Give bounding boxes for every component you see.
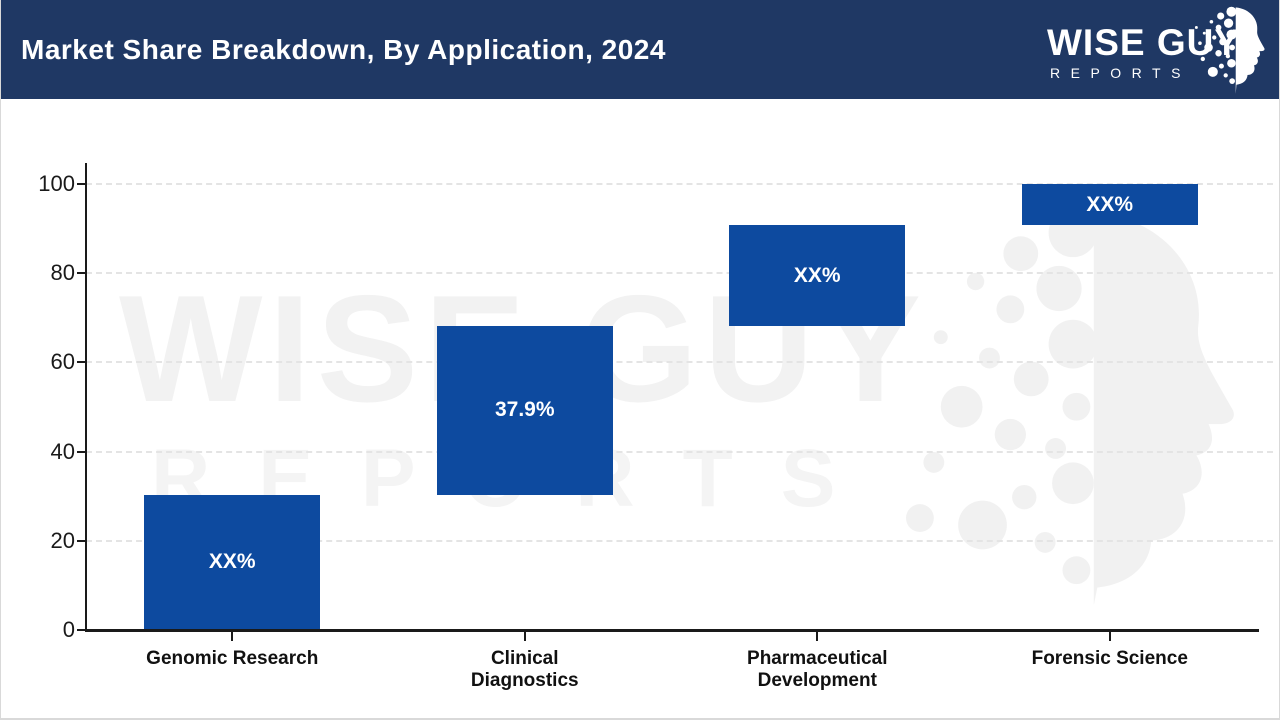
- x-category-label-line: Genomic Research: [146, 648, 319, 669]
- y-tick-mark-100: [77, 183, 86, 185]
- gridline-80: [86, 272, 1273, 275]
- x-category-label: Forensic Science: [963, 648, 1257, 670]
- bar-segment: XX%: [1021, 184, 1198, 226]
- x-category-label: Clinical Diagnostics: [378, 648, 672, 692]
- y-tick-mark-60: [77, 361, 86, 364]
- gridline-20: [86, 539, 1273, 542]
- x-category-label: Genomic Research: [85, 648, 379, 670]
- x-tick-mark: [523, 632, 526, 641]
- y-axis-line: [85, 163, 87, 631]
- y-tick-label-60: 60: [50, 349, 75, 375]
- x-tick-mark: [816, 632, 819, 641]
- logo-text: WISE GUY REPORTS: [1047, 22, 1241, 82]
- wise-guy-logo: WISE GUY REPORTS: [1019, 6, 1269, 94]
- bar-value-label: 37.9%: [494, 398, 555, 422]
- chart-title: Market Share Breakdown, By Application, …: [21, 34, 666, 65]
- x-category-label-line: Clinical: [490, 648, 559, 669]
- y-tick-mark-0: [77, 629, 86, 631]
- y-tick-label-20: 20: [50, 527, 75, 553]
- x-category-label-line: Diagnostics: [470, 670, 579, 691]
- x-category-label-line: Forensic Science: [1031, 648, 1188, 669]
- bar-value-label: XX%: [1086, 192, 1134, 216]
- bar-value-label: XX%: [793, 263, 841, 287]
- header-bar: Market Share Breakdown, By Application, …: [1, 0, 1279, 99]
- x-category-label-line: Development: [757, 670, 877, 691]
- bar-value-label: XX%: [208, 550, 256, 574]
- bar-segment: XX%: [729, 225, 906, 326]
- logo-face-icon: [1194, 6, 1265, 94]
- x-category-label: Pharmaceutical Development: [670, 648, 964, 692]
- logo-wordmark: WISE GUY: [1047, 22, 1241, 63]
- y-tick-label-40: 40: [50, 438, 75, 464]
- bar-segment: 37.9%: [436, 325, 613, 495]
- gridline-60: [86, 361, 1273, 364]
- x-tick-mark: [231, 632, 234, 641]
- y-tick-mark-20: [77, 539, 86, 542]
- y-tick-label-100: 100: [38, 171, 75, 196]
- x-category-label-line: Pharmaceutical: [747, 648, 888, 669]
- watermark-face-icon: [906, 208, 1234, 605]
- logo-subtitle: REPORTS: [1050, 65, 1191, 81]
- gridline-40: [86, 450, 1273, 453]
- gridline-100: [86, 183, 1273, 185]
- y-tick-label-0: 0: [62, 617, 75, 642]
- y-tick-mark-40: [77, 450, 86, 453]
- x-tick-mark: [1108, 632, 1111, 641]
- y-tick-label-80: 80: [50, 260, 75, 286]
- y-tick-mark-80: [77, 272, 86, 275]
- x-axis-line: [85, 629, 1259, 632]
- bar-segment: XX%: [144, 494, 321, 630]
